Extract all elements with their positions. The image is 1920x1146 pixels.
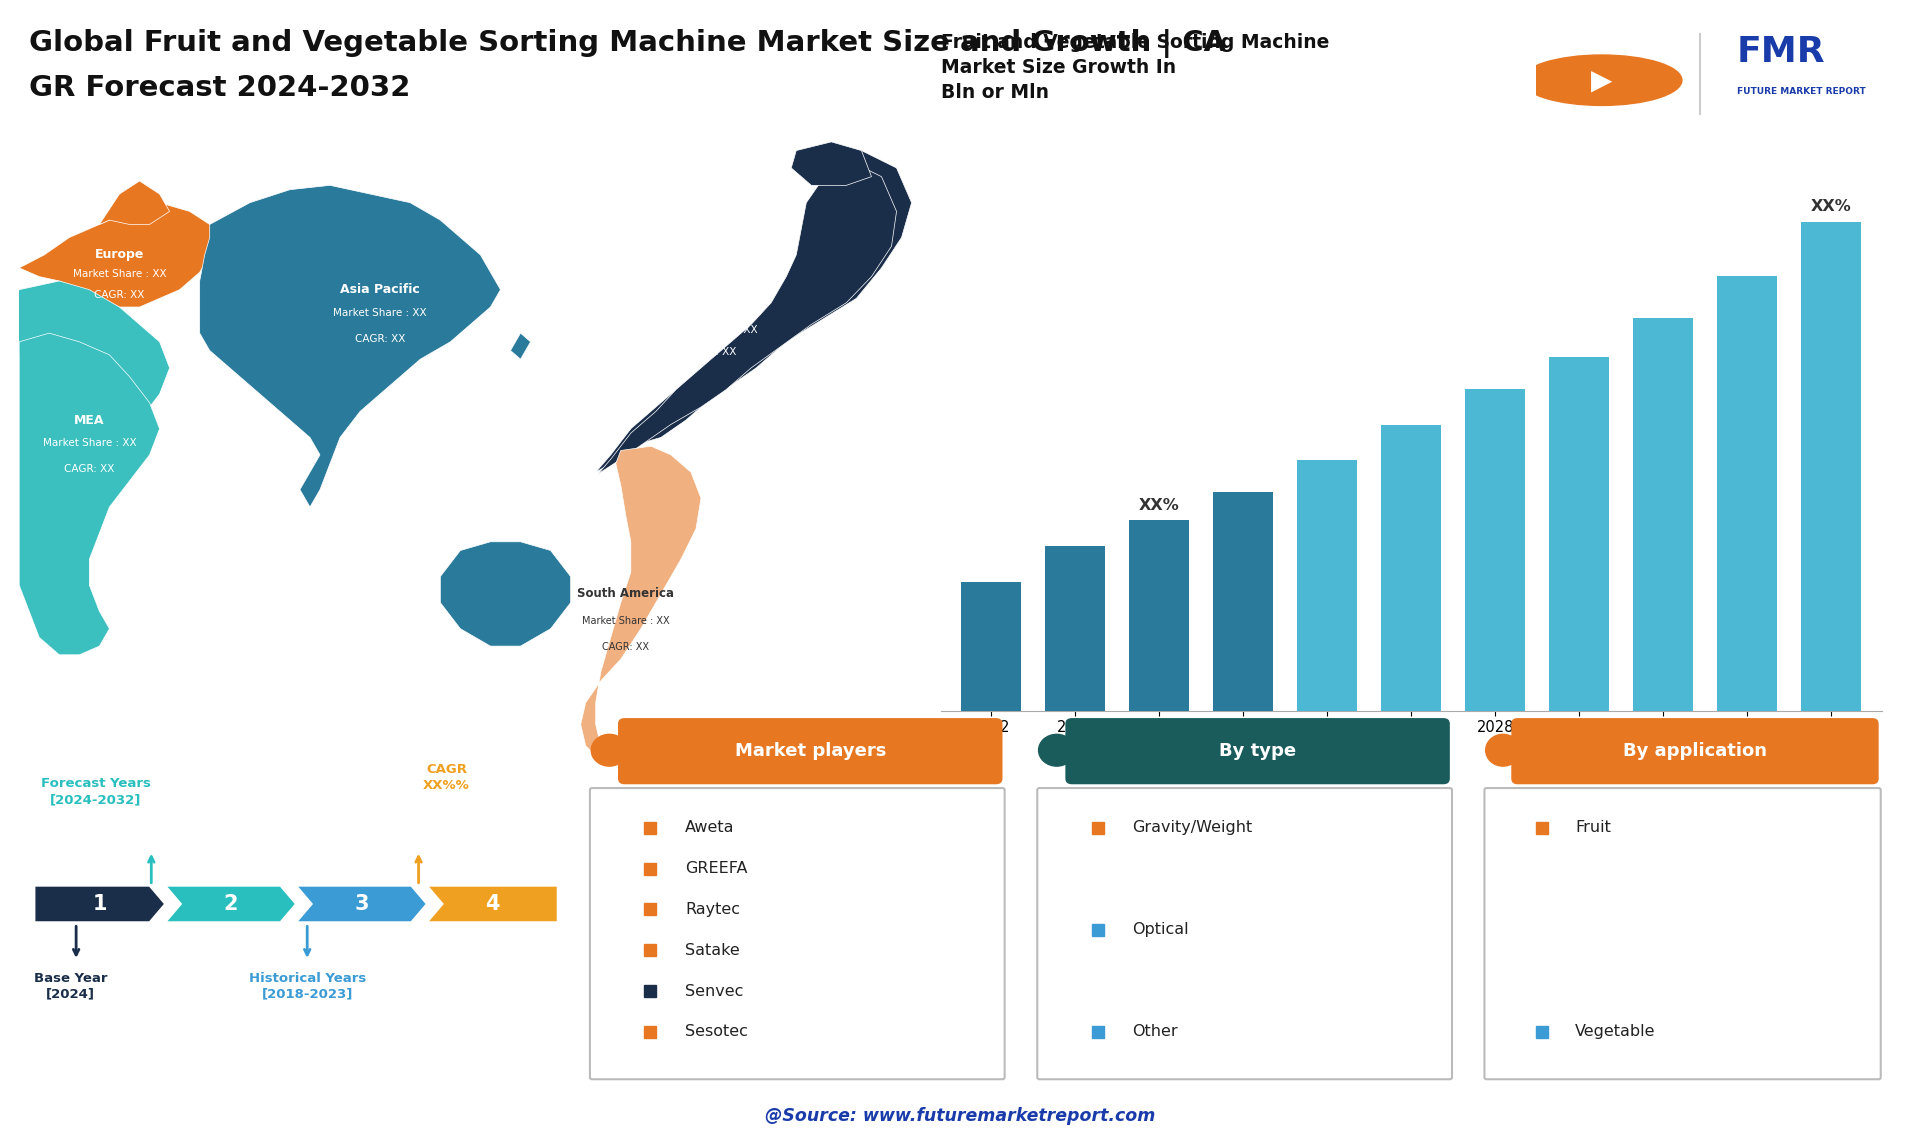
Text: By application: By application (1622, 743, 1766, 760)
Polygon shape (586, 150, 912, 481)
Polygon shape (580, 446, 701, 759)
Text: ▶: ▶ (1592, 66, 1613, 94)
Text: Market Share : XX: Market Share : XX (73, 268, 167, 278)
Polygon shape (19, 333, 159, 654)
Text: By type: By type (1219, 743, 1296, 760)
Polygon shape (165, 886, 296, 923)
Bar (1213, 492, 1273, 711)
Text: Historical Years
[2018-2023]: Historical Years [2018-2023] (248, 972, 367, 1000)
Text: FUTURE MARKET REPORT: FUTURE MARKET REPORT (1736, 87, 1866, 96)
Text: Market Share : XX: Market Share : XX (582, 617, 670, 627)
Text: Fruit: Fruit (1574, 821, 1611, 835)
FancyBboxPatch shape (1511, 719, 1878, 784)
Text: Forecast Years
[2024-2032]: Forecast Years [2024-2032] (40, 777, 150, 807)
Text: Vegetable: Vegetable (1574, 1025, 1655, 1039)
FancyBboxPatch shape (1066, 719, 1450, 784)
Bar (1716, 276, 1778, 711)
FancyBboxPatch shape (618, 719, 1002, 784)
Text: Satake: Satake (685, 943, 739, 958)
Text: MEA: MEA (75, 414, 104, 426)
Bar (1380, 425, 1442, 711)
Text: CAGR: XX: CAGR: XX (603, 643, 649, 652)
Text: 1: 1 (92, 894, 108, 915)
Polygon shape (440, 542, 570, 646)
Text: Global Fruit and Vegetable Sorting Machine Market Size and Growth | CA: Global Fruit and Vegetable Sorting Machi… (29, 29, 1227, 57)
Text: Fruit and Vegetable Sorting Machine
Market Size Growth In
Bln or Mln: Fruit and Vegetable Sorting Machine Mark… (941, 33, 1329, 102)
Text: Optical: Optical (1133, 923, 1188, 937)
Text: Market Share : XX: Market Share : XX (664, 325, 758, 335)
Polygon shape (296, 886, 426, 923)
Text: Market Share : XX: Market Share : XX (334, 308, 426, 317)
Text: Market Share : XX: Market Share : XX (42, 438, 136, 448)
Polygon shape (0, 281, 169, 516)
Polygon shape (511, 333, 530, 359)
Circle shape (1486, 735, 1521, 767)
Polygon shape (586, 159, 897, 485)
Text: 4: 4 (486, 894, 499, 915)
Text: Europe: Europe (94, 249, 144, 261)
Text: Base Year
[2024]: Base Year [2024] (35, 972, 108, 1000)
Text: Senvec: Senvec (685, 983, 743, 998)
Text: North America: North America (660, 305, 762, 317)
Circle shape (1039, 735, 1075, 767)
Text: 3: 3 (353, 894, 369, 915)
Text: GREEFA: GREEFA (685, 861, 747, 876)
Text: CAGR: XX: CAGR: XX (63, 464, 115, 474)
Polygon shape (19, 203, 219, 307)
Text: Gravity/Weight: Gravity/Weight (1133, 821, 1252, 835)
Text: CAGR: XX: CAGR: XX (685, 347, 735, 356)
Text: FMR: FMR (1736, 34, 1826, 69)
Polygon shape (100, 181, 169, 225)
Text: XX%: XX% (1139, 497, 1179, 512)
Text: Market players: Market players (735, 743, 885, 760)
Text: CAGR
XX%%: CAGR XX%% (422, 763, 470, 792)
Bar (1129, 520, 1190, 711)
Bar (1632, 319, 1693, 711)
Polygon shape (200, 186, 501, 507)
Text: Raytec: Raytec (685, 902, 739, 917)
Polygon shape (426, 886, 557, 923)
Bar (1465, 390, 1524, 711)
Bar (960, 582, 1021, 711)
Text: Asia Pacific: Asia Pacific (340, 283, 420, 296)
Text: Aweta: Aweta (685, 821, 735, 835)
Polygon shape (35, 886, 165, 923)
Text: Other: Other (1133, 1025, 1179, 1039)
Text: CAGR: XX: CAGR: XX (355, 333, 405, 344)
Text: CAGR: XX: CAGR: XX (94, 290, 144, 300)
Text: @Source: www.futuremarketreport.com: @Source: www.futuremarketreport.com (764, 1107, 1156, 1125)
Polygon shape (791, 142, 872, 186)
Bar (1298, 460, 1357, 711)
Circle shape (591, 735, 628, 767)
Text: South America: South America (578, 588, 674, 601)
Text: GR Forecast 2024-2032: GR Forecast 2024-2032 (29, 74, 411, 102)
Bar (1044, 545, 1106, 711)
Circle shape (1521, 55, 1682, 105)
Bar (1549, 358, 1609, 711)
Bar (1801, 222, 1862, 711)
Text: XX%: XX% (1811, 199, 1851, 214)
Text: Sesotec: Sesotec (685, 1025, 747, 1039)
Text: 2: 2 (223, 894, 238, 915)
